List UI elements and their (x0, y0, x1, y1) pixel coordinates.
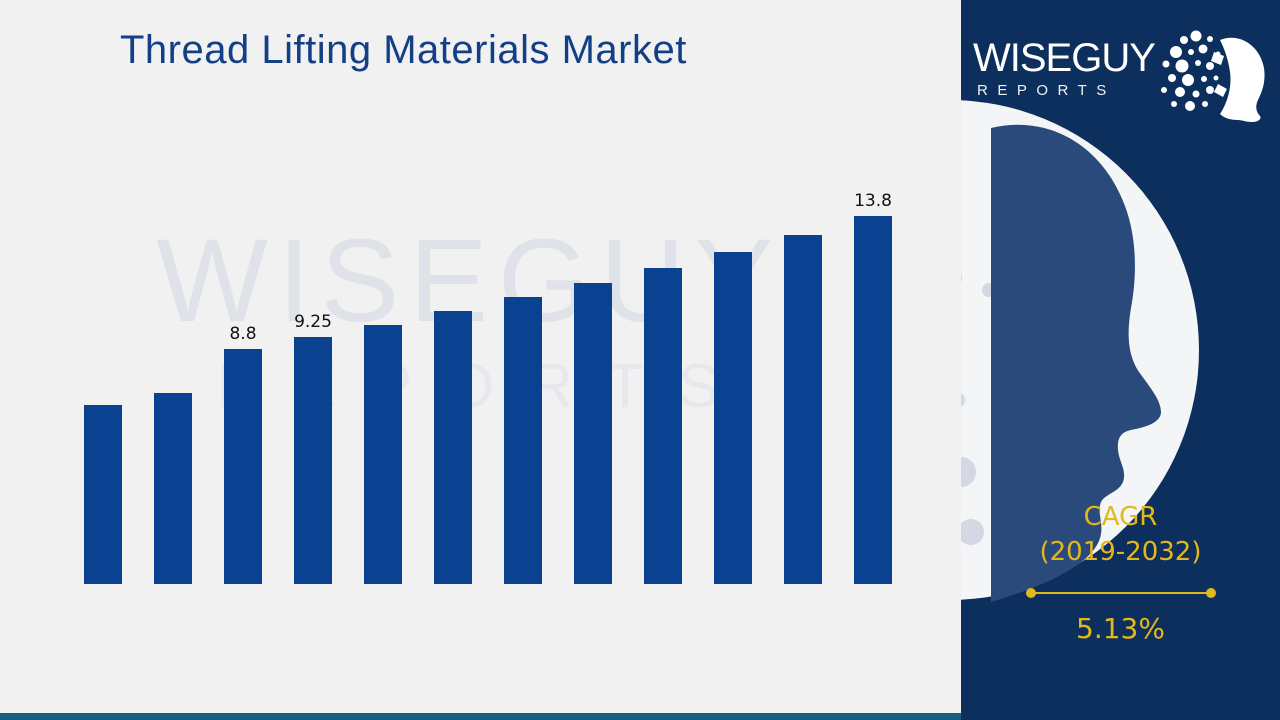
bar-value-label: 13.8 (854, 191, 892, 211)
brand-panel: WISEGUY REPORTS CAGR (2019-2032 (961, 0, 1280, 720)
bar-value-label: 8.8 (229, 324, 257, 344)
logo-head-dots-icon (1161, 30, 1265, 122)
bar (644, 268, 682, 584)
bar-chart-plot-area: 201820198.820239.25202420252026202720282… (84, 150, 924, 584)
bar (714, 252, 752, 584)
logo-subtitle: REPORTS (977, 82, 1116, 99)
bar (854, 216, 892, 584)
bar (504, 297, 542, 584)
cagr-divider (1025, 588, 1216, 599)
cagr-value: 5.13% (1076, 612, 1165, 646)
bar (224, 349, 262, 584)
divider-line (1030, 592, 1211, 595)
bottom-accent-strip (0, 713, 961, 720)
chart-panel: WISEGUY REPORTS Thread Lifting Materials… (0, 28, 961, 720)
bar (154, 393, 192, 584)
bar (434, 311, 472, 584)
cagr-block: CAGR (2019-2032) 5.13% (961, 500, 1280, 645)
logo-wordmark: WISEGUY (973, 36, 1156, 80)
bar (294, 337, 332, 584)
bar (84, 405, 122, 584)
bar (574, 283, 612, 584)
wiseguy-reports-logo: WISEGUY REPORTS (973, 30, 1269, 125)
bar-value-label: 9.25 (294, 312, 332, 332)
dot-pattern-icon (961, 273, 996, 545)
page-title: Thread Lifting Materials Market (120, 28, 687, 72)
cagr-range: (2019-2032) (1039, 537, 1202, 568)
cagr-label: CAGR (1083, 502, 1158, 532)
head-profile-silhouette-icon (991, 124, 1161, 602)
divider-dot-right (1205, 588, 1216, 599)
bar (364, 325, 402, 584)
bar (784, 235, 822, 584)
